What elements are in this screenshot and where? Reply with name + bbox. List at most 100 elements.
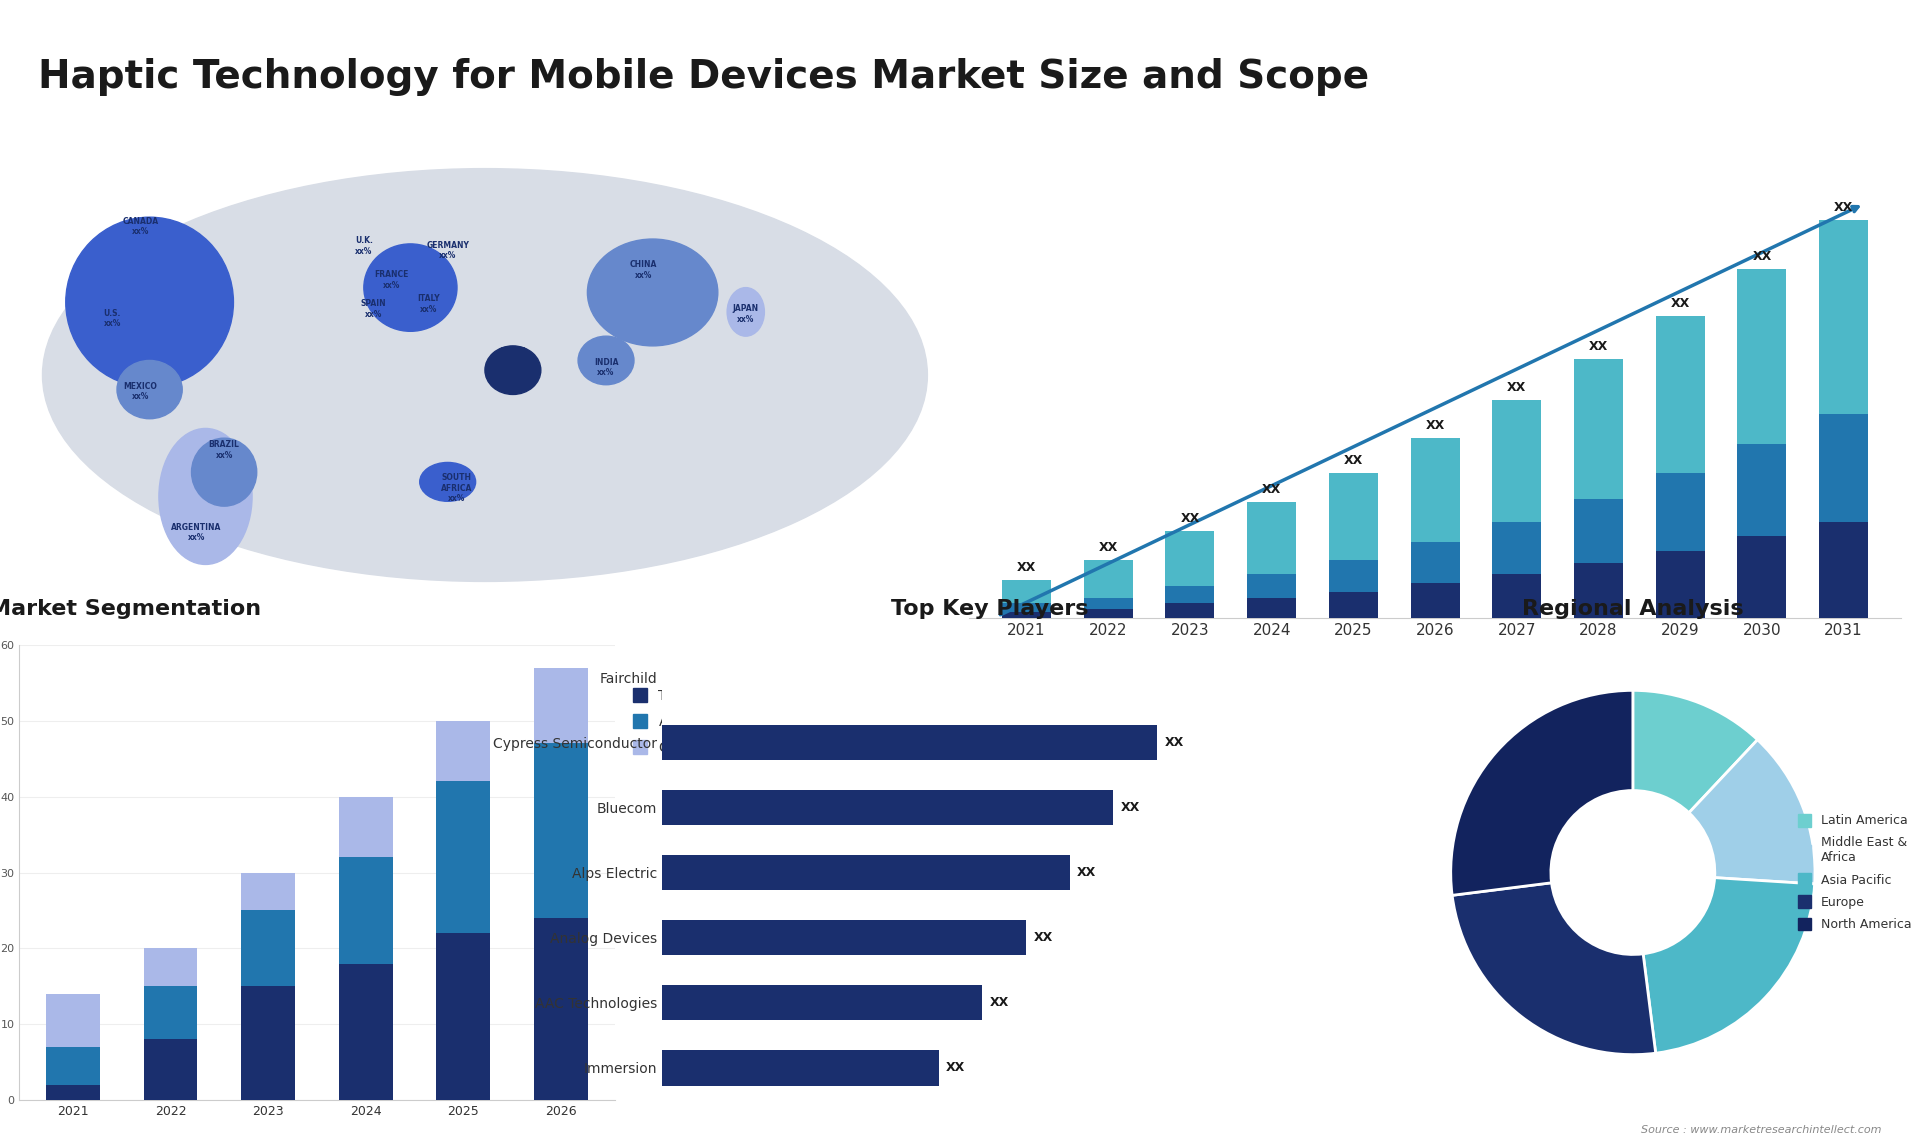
Bar [662,919,1025,956]
Ellipse shape [745,418,820,477]
Bar [46,1047,100,1085]
Text: XX: XX [1507,380,1526,394]
Bar [1083,597,1133,610]
Text: SAUDI
ARABIA
xx%: SAUDI ARABIA xx% [497,347,528,377]
Bar [1411,438,1459,542]
Bar [144,949,198,987]
Text: Regional Analysis: Regional Analysis [1523,599,1743,619]
Text: MEXICO
xx%: MEXICO xx% [123,382,157,401]
Text: XX: XX [947,1061,966,1074]
Text: SOUTH
AFRICA
xx%: SOUTH AFRICA xx% [442,473,472,503]
Text: XX: XX [1033,931,1052,944]
Bar [1083,559,1133,597]
Bar [1002,612,1050,618]
Text: XX: XX [1121,801,1140,814]
Bar [662,984,983,1020]
Text: ITALY
xx%: ITALY xx% [419,295,440,314]
Bar [338,857,392,964]
Text: GERMANY
xx%: GERMANY xx% [426,241,468,260]
Ellipse shape [365,244,457,331]
Ellipse shape [486,346,541,394]
Wedge shape [1632,690,1757,813]
Bar [1165,603,1215,618]
Ellipse shape [405,351,490,468]
Text: XX: XX [1018,562,1037,574]
Ellipse shape [42,168,927,581]
Bar [1165,531,1215,586]
Ellipse shape [192,438,257,507]
Text: U.K.
xx%: U.K. xx% [355,236,372,256]
Bar [1574,563,1622,618]
Text: INDIA
xx%: INDIA xx% [593,358,618,377]
Bar [1655,472,1705,551]
Text: Source : www.marketresearchintellect.com: Source : www.marketresearchintellect.com [1642,1124,1882,1135]
Bar [1248,597,1296,618]
Bar [46,994,100,1047]
Text: XX: XX [1164,736,1185,748]
Ellipse shape [117,361,182,418]
Bar [662,855,1069,890]
Bar [242,910,296,987]
Wedge shape [1452,882,1655,1054]
Bar [662,1050,939,1085]
Ellipse shape [728,288,764,336]
Ellipse shape [159,429,252,565]
Bar [1411,542,1459,583]
Text: Market Segmentation: Market Segmentation [0,599,261,619]
Bar [534,744,588,918]
Bar [1492,400,1542,521]
Text: Haptic Technology for Mobile Devices Market Size and Scope: Haptic Technology for Mobile Devices Mar… [38,58,1369,96]
Bar [242,872,296,910]
Bar [1574,359,1622,499]
Bar [1002,603,1050,612]
Bar [1165,586,1215,603]
Text: XX: XX [1077,866,1096,879]
Bar [1411,583,1459,618]
Bar [1818,415,1868,521]
Bar [1329,591,1379,618]
Bar [1738,269,1786,444]
Ellipse shape [588,240,718,346]
Bar [1002,580,1050,603]
Bar [534,668,588,744]
Legend: Latin America, Middle East &
Africa, Asia Pacific, Europe, North America: Latin America, Middle East & Africa, Asi… [1799,814,1912,932]
Bar [436,721,490,782]
Bar [436,782,490,933]
Wedge shape [1452,690,1632,895]
Text: XX: XX [1181,512,1200,525]
Bar [1655,315,1705,472]
Text: ARGENTINA
xx%: ARGENTINA xx% [171,523,221,542]
Bar [534,918,588,1100]
Text: BRAZIL
xx%: BRAZIL xx% [209,440,240,460]
Text: U.S.
xx%: U.S. xx% [104,309,121,329]
Text: FRANCE
xx%: FRANCE xx% [374,270,409,290]
Bar [1655,551,1705,618]
Text: SPAIN
xx%: SPAIN xx% [361,299,386,319]
Ellipse shape [578,336,634,385]
Bar [1329,559,1379,591]
Text: XX: XX [1834,201,1853,214]
Bar [662,790,1114,825]
Legend: Type, Application, Geography: Type, Application, Geography [634,689,737,755]
Text: Top Key Players: Top Key Players [891,599,1089,619]
Text: CANADA
xx%: CANADA xx% [123,217,157,236]
Bar [436,933,490,1100]
Text: XX: XX [1261,482,1281,496]
Wedge shape [1690,739,1814,884]
Bar [144,1039,198,1100]
Bar [1818,521,1868,618]
Text: XX: XX [1344,454,1363,466]
Text: XX: XX [1670,297,1690,309]
Text: XX: XX [991,996,1010,1010]
Bar [1574,499,1622,563]
Bar [662,724,1158,760]
Bar [1492,521,1542,574]
Ellipse shape [420,463,476,501]
Ellipse shape [65,218,234,387]
Text: XX: XX [1098,541,1117,554]
Text: XX: XX [1590,340,1609,353]
Bar [1738,444,1786,536]
Bar [1083,610,1133,618]
Wedge shape [1644,878,1814,1053]
Bar [242,987,296,1100]
